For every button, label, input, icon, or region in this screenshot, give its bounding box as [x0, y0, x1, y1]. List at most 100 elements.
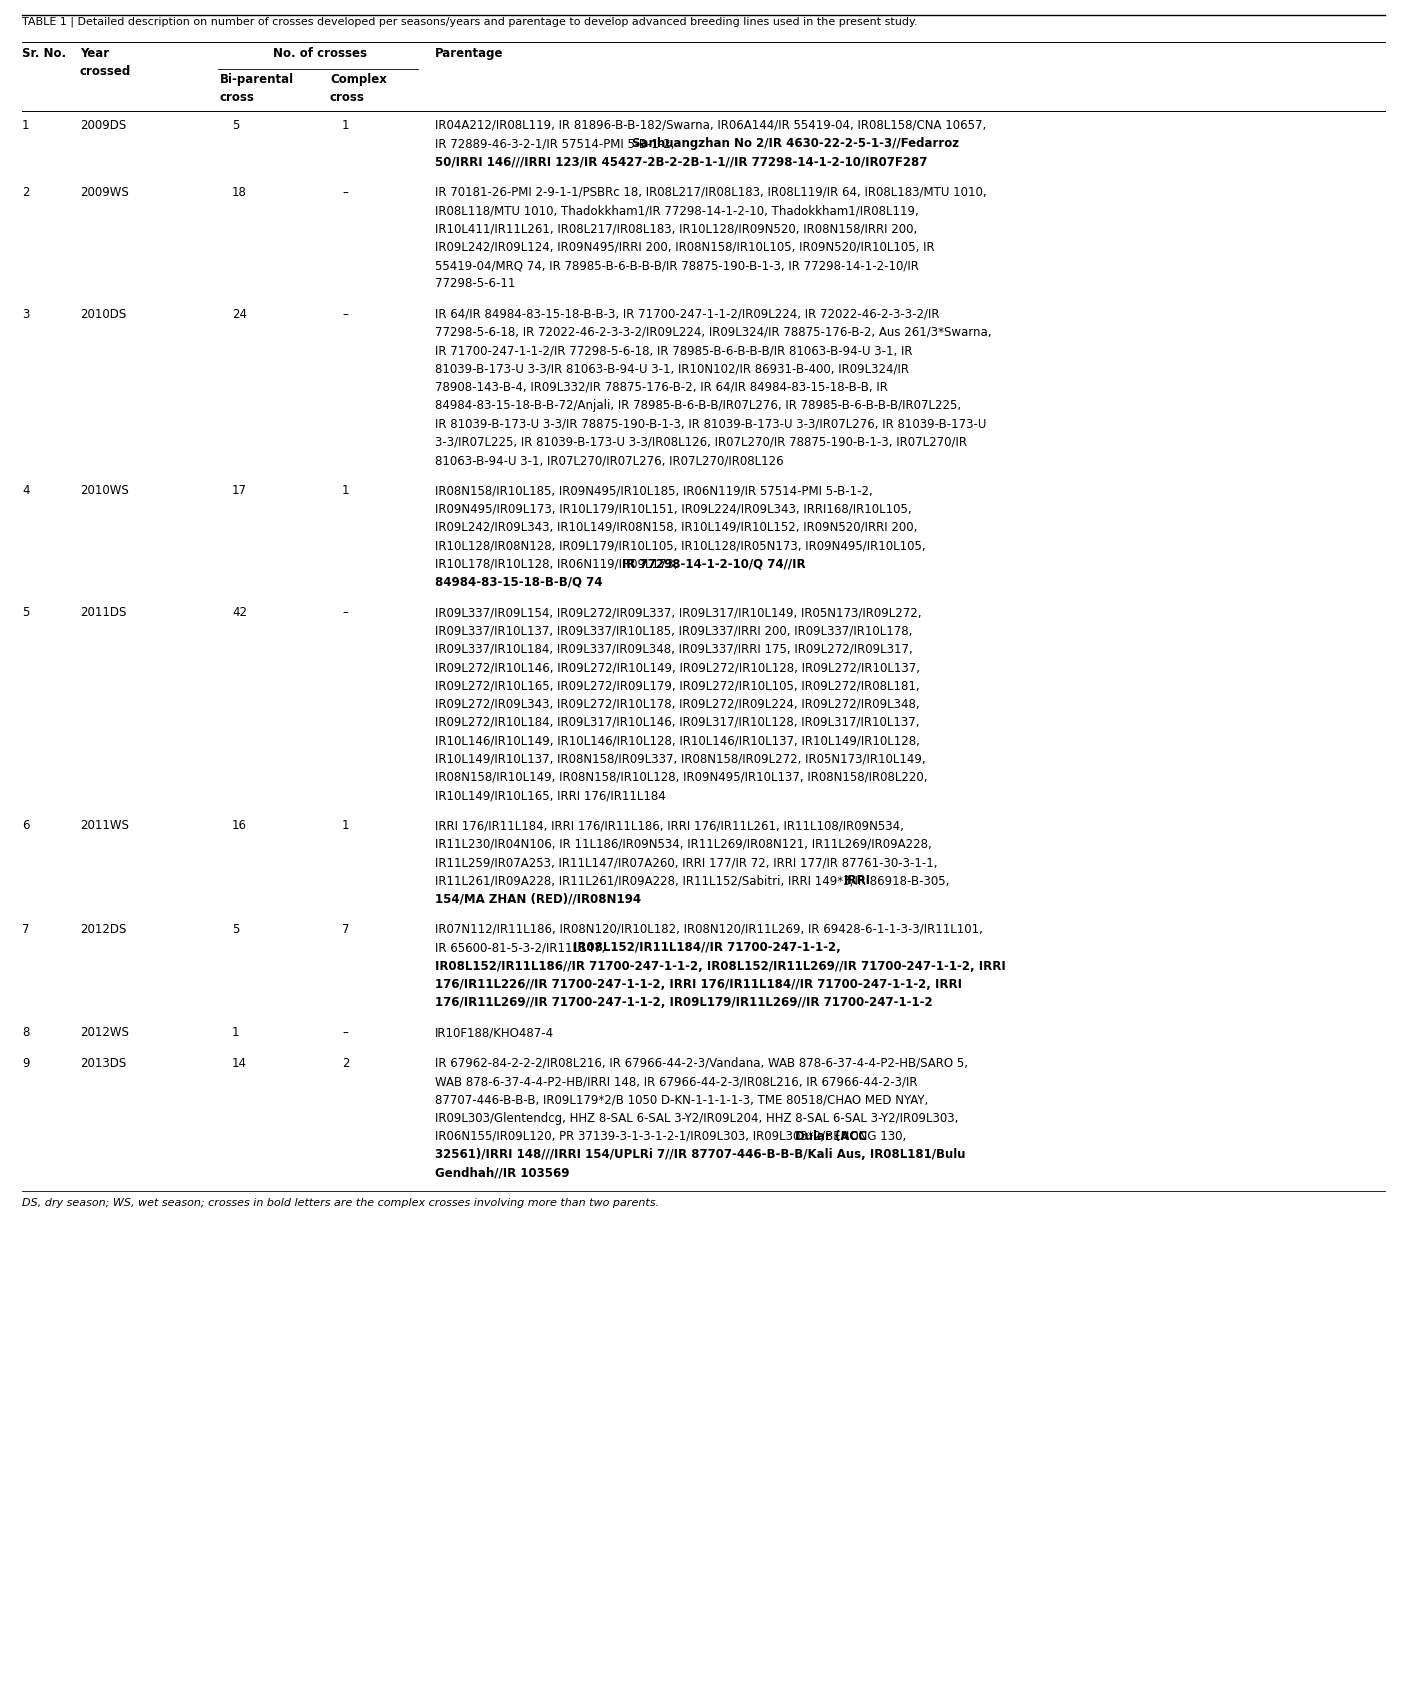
Text: 2009WS: 2009WS — [80, 185, 129, 199]
Text: 3-3/IR07L225, IR 81039-B-173-U 3-3/IR08L126, IR07L270/IR 78875-190-B-1-3, IR07L2: 3-3/IR07L225, IR 81039-B-173-U 3-3/IR08L… — [434, 435, 967, 448]
Text: IR 81039-B-173-U 3-3/IR 78875-190-B-1-3, IR 81039-B-173-U 3-3/IR07L276, IR 81039: IR 81039-B-173-U 3-3/IR 78875-190-B-1-3,… — [434, 418, 987, 430]
Text: IR 70181-26-PMI 2-9-1-1/PSBRc 18, IR08L217/IR08L183, IR08L119/IR 64, IR08L183/MT: IR 70181-26-PMI 2-9-1-1/PSBRc 18, IR08L2… — [434, 185, 987, 199]
Text: 176/IR11L269//IR 71700-247-1-1-2, IR09L179/IR11L269//IR 71700-247-1-1-2: 176/IR11L269//IR 71700-247-1-1-2, IR09L1… — [434, 996, 932, 1010]
Text: IR06N155/IR09L120, PR 37139-3-1-3-1-2-1/IR09L303, IR09L303*2/BENONG 130,: IR06N155/IR09L120, PR 37139-3-1-3-1-2-1/… — [434, 1130, 910, 1143]
Text: IR09L303/Glentendcg, HHZ 8-SAL 6-SAL 3-Y2/IR09L204, HHZ 8-SAL 6-SAL 3-Y2/IR09L30: IR09L303/Glentendcg, HHZ 8-SAL 6-SAL 3-Y… — [434, 1111, 959, 1125]
Text: IR08N158/IR10L149, IR08N158/IR10L128, IR09N495/IR10L137, IR08N158/IR08L220,: IR08N158/IR10L149, IR08N158/IR10L128, IR… — [434, 771, 928, 784]
Text: 81063-B-94-U 3-1, IR07L270/IR07L276, IR07L270/IR08L126: 81063-B-94-U 3-1, IR07L270/IR07L276, IR0… — [434, 454, 783, 467]
Text: 2011WS: 2011WS — [80, 819, 129, 833]
Text: 2012WS: 2012WS — [80, 1027, 129, 1040]
Text: 1: 1 — [232, 1027, 239, 1040]
Text: 14: 14 — [232, 1057, 247, 1069]
Text: IR 64/IR 84984-83-15-18-B-B-3, IR 71700-247-1-1-2/IR09L224, IR 72022-46-2-3-3-2/: IR 64/IR 84984-83-15-18-B-B-3, IR 71700-… — [434, 307, 939, 320]
Text: 2: 2 — [342, 1057, 350, 1069]
Text: 16: 16 — [232, 819, 247, 833]
Text: 87707-446-B-B-B, IR09L179*2/B 1050 D-KN-1-1-1-1-3, TME 80518/CHAO MED NYAY,: 87707-446-B-B-B, IR09L179*2/B 1050 D-KN-… — [434, 1093, 928, 1106]
Text: IR10L149/IR10L137, IR08N158/IR09L337, IR08N158/IR09L272, IR05N173/IR10L149,: IR10L149/IR10L137, IR08N158/IR09L337, IR… — [434, 752, 925, 765]
Text: No. of crosses: No. of crosses — [273, 47, 367, 61]
Text: 5: 5 — [232, 120, 239, 132]
Text: 1: 1 — [342, 120, 350, 132]
Text: 8: 8 — [22, 1027, 30, 1040]
Text: IR10F188/KHO487-4: IR10F188/KHO487-4 — [434, 1027, 554, 1040]
Text: 7: 7 — [342, 922, 350, 936]
Text: –: – — [342, 1027, 347, 1040]
Text: IR04A212/IR08L119, IR 81896-B-B-182/Swarna, IR06A144/IR 55419-04, IR08L158/CNA 1: IR04A212/IR08L119, IR 81896-B-B-182/Swar… — [434, 120, 986, 132]
Text: IR08L152/IR11L186//IR 71700-247-1-1-2, IR08L152/IR11L269//IR 71700-247-1-1-2, IR: IR08L152/IR11L186//IR 71700-247-1-1-2, I… — [434, 959, 1005, 973]
Text: 2013DS: 2013DS — [80, 1057, 127, 1069]
Text: 4: 4 — [22, 484, 30, 497]
Text: 2009DS: 2009DS — [80, 120, 127, 132]
Text: 84984-83-15-18-B-B-72/Anjali, IR 78985-B-6-B-B/IR07L276, IR 78985-B-6-B-B-B/IR07: 84984-83-15-18-B-B-72/Anjali, IR 78985-B… — [434, 400, 962, 411]
Text: IR 65600-81-5-3-2/IR11L147,: IR 65600-81-5-3-2/IR11L147, — [434, 941, 609, 954]
Text: IR08L152/IR11L184//IR 71700-247-1-1-2,: IR08L152/IR11L184//IR 71700-247-1-1-2, — [574, 941, 841, 954]
Text: 2010DS: 2010DS — [80, 307, 127, 320]
Text: DS, dry season; WS, wet season; crosses in bold letters are the complex crosses : DS, dry season; WS, wet season; crosses … — [22, 1197, 659, 1207]
Text: IR09L337/IR10L184, IR09L337/IR09L348, IR09L337/IRRI 175, IR09L272/IR09L317,: IR09L337/IR10L184, IR09L337/IR09L348, IR… — [434, 642, 912, 656]
Text: IR09L272/IR10L165, IR09L272/IR09L179, IR09L272/IR10L105, IR09L272/IR08L181,: IR09L272/IR10L165, IR09L272/IR09L179, IR… — [434, 679, 920, 693]
Text: 2010WS: 2010WS — [80, 484, 129, 497]
Text: Sanhuangzhan No 2/IR 4630-22-2-5-1-3//Fedarroz: Sanhuangzhan No 2/IR 4630-22-2-5-1-3//Fe… — [633, 137, 959, 150]
Text: Year
crossed: Year crossed — [80, 47, 131, 78]
Text: IR 72889-46-3-2-1/IR 57514-PMI 5-B-1-2,: IR 72889-46-3-2-1/IR 57514-PMI 5-B-1-2, — [434, 137, 678, 150]
Text: 77298-5-6-11: 77298-5-6-11 — [434, 278, 516, 290]
Text: 5: 5 — [232, 922, 239, 936]
Text: 5: 5 — [22, 607, 30, 619]
Text: 50/IRRI 146///IRRI 123/IR 45427-2B-2-2B-1-1//IR 77298-14-1-2-10/IR07F287: 50/IRRI 146///IRRI 123/IR 45427-2B-2-2B-… — [434, 155, 928, 169]
Text: IR10L146/IR10L149, IR10L146/IR10L128, IR10L146/IR10L137, IR10L149/IR10L128,: IR10L146/IR10L149, IR10L146/IR10L128, IR… — [434, 735, 920, 747]
Text: Bi-parental
cross: Bi-parental cross — [219, 72, 294, 105]
Text: IR 67962-84-2-2-2/IR08L216, IR 67966-44-2-3/Vandana, WAB 878-6-37-4-4-P2-HB/SARO: IR 67962-84-2-2-2/IR08L216, IR 67966-44-… — [434, 1057, 967, 1069]
Text: 3: 3 — [22, 307, 30, 320]
Text: IR08L118/MTU 1010, Thadokkham1/IR 77298-14-1-2-10, Thadokkham1/IR08L119,: IR08L118/MTU 1010, Thadokkham1/IR 77298-… — [434, 204, 918, 217]
Text: 7: 7 — [22, 922, 30, 936]
Text: IR09L272/IR10L184, IR09L317/IR10L146, IR09L317/IR10L128, IR09L317/IR10L137,: IR09L272/IR10L184, IR09L317/IR10L146, IR… — [434, 717, 920, 728]
Text: 2011DS: 2011DS — [80, 607, 127, 619]
Text: Parentage: Parentage — [434, 47, 503, 61]
Text: IR10L149/IR10L165, IRRI 176/IR11L184: IR10L149/IR10L165, IRRI 176/IR11L184 — [434, 789, 666, 803]
Text: IR10L128/IR08N128, IR09L179/IR10L105, IR10L128/IR05N173, IR09N495/IR10L105,: IR10L128/IR08N128, IR09L179/IR10L105, IR… — [434, 540, 925, 553]
Text: IR10L178/IR10L128, IR06N119/IR09L173,: IR10L178/IR10L128, IR06N119/IR09L173, — [434, 558, 682, 570]
Text: IR09L272/IR10L146, IR09L272/IR10L149, IR09L272/IR10L128, IR09L272/IR10L137,: IR09L272/IR10L146, IR09L272/IR10L149, IR… — [434, 661, 920, 674]
Text: TABLE 1 | Detailed description on number of crosses developed per seasons/years : TABLE 1 | Detailed description on number… — [22, 17, 918, 27]
Text: 55419-04/MRQ 74, IR 78985-B-6-B-B-B/IR 78875-190-B-1-3, IR 77298-14-1-2-10/IR: 55419-04/MRQ 74, IR 78985-B-6-B-B-B/IR 7… — [434, 260, 920, 271]
Text: IR 71700-247-1-1-2/IR 77298-5-6-18, IR 78985-B-6-B-B-B/IR 81063-B-94-U 3-1, IR: IR 71700-247-1-1-2/IR 77298-5-6-18, IR 7… — [434, 344, 912, 357]
Text: Complex
cross: Complex cross — [330, 72, 387, 105]
Text: –: – — [342, 607, 347, 619]
Text: 42: 42 — [232, 607, 247, 619]
Text: IR09L337/IR10L137, IR09L337/IR10L185, IR09L337/IRRI 200, IR09L337/IR10L178,: IR09L337/IR10L137, IR09L337/IR10L185, IR… — [434, 624, 912, 637]
Text: 1: 1 — [22, 120, 30, 132]
Text: 78908-143-B-4, IR09L332/IR 78875-176-B-2, IR 64/IR 84984-83-15-18-B-B, IR: 78908-143-B-4, IR09L332/IR 78875-176-B-2… — [434, 381, 887, 395]
Text: 2012DS: 2012DS — [80, 922, 127, 936]
Text: IR10L411/IR11L261, IR08L217/IR08L183, IR10L128/IR09N520, IR08N158/IRRI 200,: IR10L411/IR11L261, IR08L217/IR08L183, IR… — [434, 223, 917, 236]
Text: 9: 9 — [22, 1057, 30, 1069]
Text: Sr. No.: Sr. No. — [22, 47, 66, 61]
Text: 84984-83-15-18-B-B/Q 74: 84984-83-15-18-B-B/Q 74 — [434, 577, 603, 588]
Text: IR11L259/IR07A253, IR11L147/IR07A260, IRRI 177/IR 72, IRRI 177/IR 87761-30-3-1-1: IR11L259/IR07A253, IR11L147/IR07A260, IR… — [434, 856, 938, 868]
Text: IR08N158/IR10L185, IR09N495/IR10L185, IR06N119/IR 57514-PMI 5-B-1-2,: IR08N158/IR10L185, IR09N495/IR10L185, IR… — [434, 484, 873, 497]
Text: IRRI 176/IR11L184, IRRI 176/IR11L186, IRRI 176/IR11L261, IR11L108/IR09N534,: IRRI 176/IR11L184, IRRI 176/IR11L186, IR… — [434, 819, 904, 833]
Text: 176/IR11L226//IR 71700-247-1-1-2, IRRI 176/IR11L184//IR 71700-247-1-1-2, IRRI: 176/IR11L226//IR 71700-247-1-1-2, IRRI 1… — [434, 978, 962, 991]
Text: –: – — [342, 185, 347, 199]
Text: IR09N495/IR09L173, IR10L179/IR10L151, IR09L224/IR09L343, IRRI168/IR10L105,: IR09N495/IR09L173, IR10L179/IR10L151, IR… — [434, 502, 911, 516]
Text: IR07N112/IR11L186, IR08N120/IR10L182, IR08N120/IR11L269, IR 69428-6-1-1-3-3/IR11: IR07N112/IR11L186, IR08N120/IR10L182, IR… — [434, 922, 983, 936]
Text: 2: 2 — [22, 185, 30, 199]
Text: 154/MA ZHAN (RED)//IR08N194: 154/MA ZHAN (RED)//IR08N194 — [434, 892, 641, 905]
Text: 24: 24 — [232, 307, 247, 320]
Text: –: – — [342, 307, 347, 320]
Text: IRRI: IRRI — [844, 875, 872, 887]
Text: IR09L242/IR09L343, IR10L149/IR08N158, IR10L149/IR10L152, IR09N520/IRRI 200,: IR09L242/IR09L343, IR10L149/IR08N158, IR… — [434, 521, 917, 534]
Text: Dular (ACC: Dular (ACC — [794, 1130, 868, 1143]
Text: IR11L261/IR09A228, IR11L261/IR09A228, IR11L152/Sabitri, IRRI 149*3/IR 86918-B-30: IR11L261/IR09A228, IR11L261/IR09A228, IR… — [434, 875, 953, 887]
Text: IR09L337/IR09L154, IR09L272/IR09L337, IR09L317/IR10L149, IR05N173/IR09L272,: IR09L337/IR09L154, IR09L272/IR09L337, IR… — [434, 607, 921, 619]
Text: IR09L272/IR09L343, IR09L272/IR10L178, IR09L272/IR09L224, IR09L272/IR09L348,: IR09L272/IR09L343, IR09L272/IR10L178, IR… — [434, 698, 920, 711]
Text: 18: 18 — [232, 185, 247, 199]
Text: 32561)/IRRI 148///IRRI 154/UPLRi 7//IR 87707-446-B-B-B/Kali Aus, IR08L181/Bulu: 32561)/IRRI 148///IRRI 154/UPLRi 7//IR 8… — [434, 1148, 966, 1162]
Text: IR 77298-14-1-2-10/Q 74//IR: IR 77298-14-1-2-10/Q 74//IR — [623, 558, 806, 570]
Text: 77298-5-6-18, IR 72022-46-2-3-3-2/IR09L224, IR09L324/IR 78875-176-B-2, Aus 261/3: 77298-5-6-18, IR 72022-46-2-3-3-2/IR09L2… — [434, 325, 991, 339]
Text: 1: 1 — [342, 819, 350, 833]
Text: IR11L230/IR04N106, IR 11L186/IR09N534, IR11L269/IR08N121, IR11L269/IR09A228,: IR11L230/IR04N106, IR 11L186/IR09N534, I… — [434, 838, 932, 851]
Text: WAB 878-6-37-4-4-P2-HB/IRRI 148, IR 67966-44-2-3/IR08L216, IR 67966-44-2-3/IR: WAB 878-6-37-4-4-P2-HB/IRRI 148, IR 6796… — [434, 1076, 918, 1087]
Text: Gendhah//IR 103569: Gendhah//IR 103569 — [434, 1167, 569, 1180]
Text: 6: 6 — [22, 819, 30, 833]
Text: 81039-B-173-U 3-3/IR 81063-B-94-U 3-1, IR10N102/IR 86931-B-400, IR09L324/IR: 81039-B-173-U 3-3/IR 81063-B-94-U 3-1, I… — [434, 362, 910, 376]
Text: 1: 1 — [342, 484, 350, 497]
